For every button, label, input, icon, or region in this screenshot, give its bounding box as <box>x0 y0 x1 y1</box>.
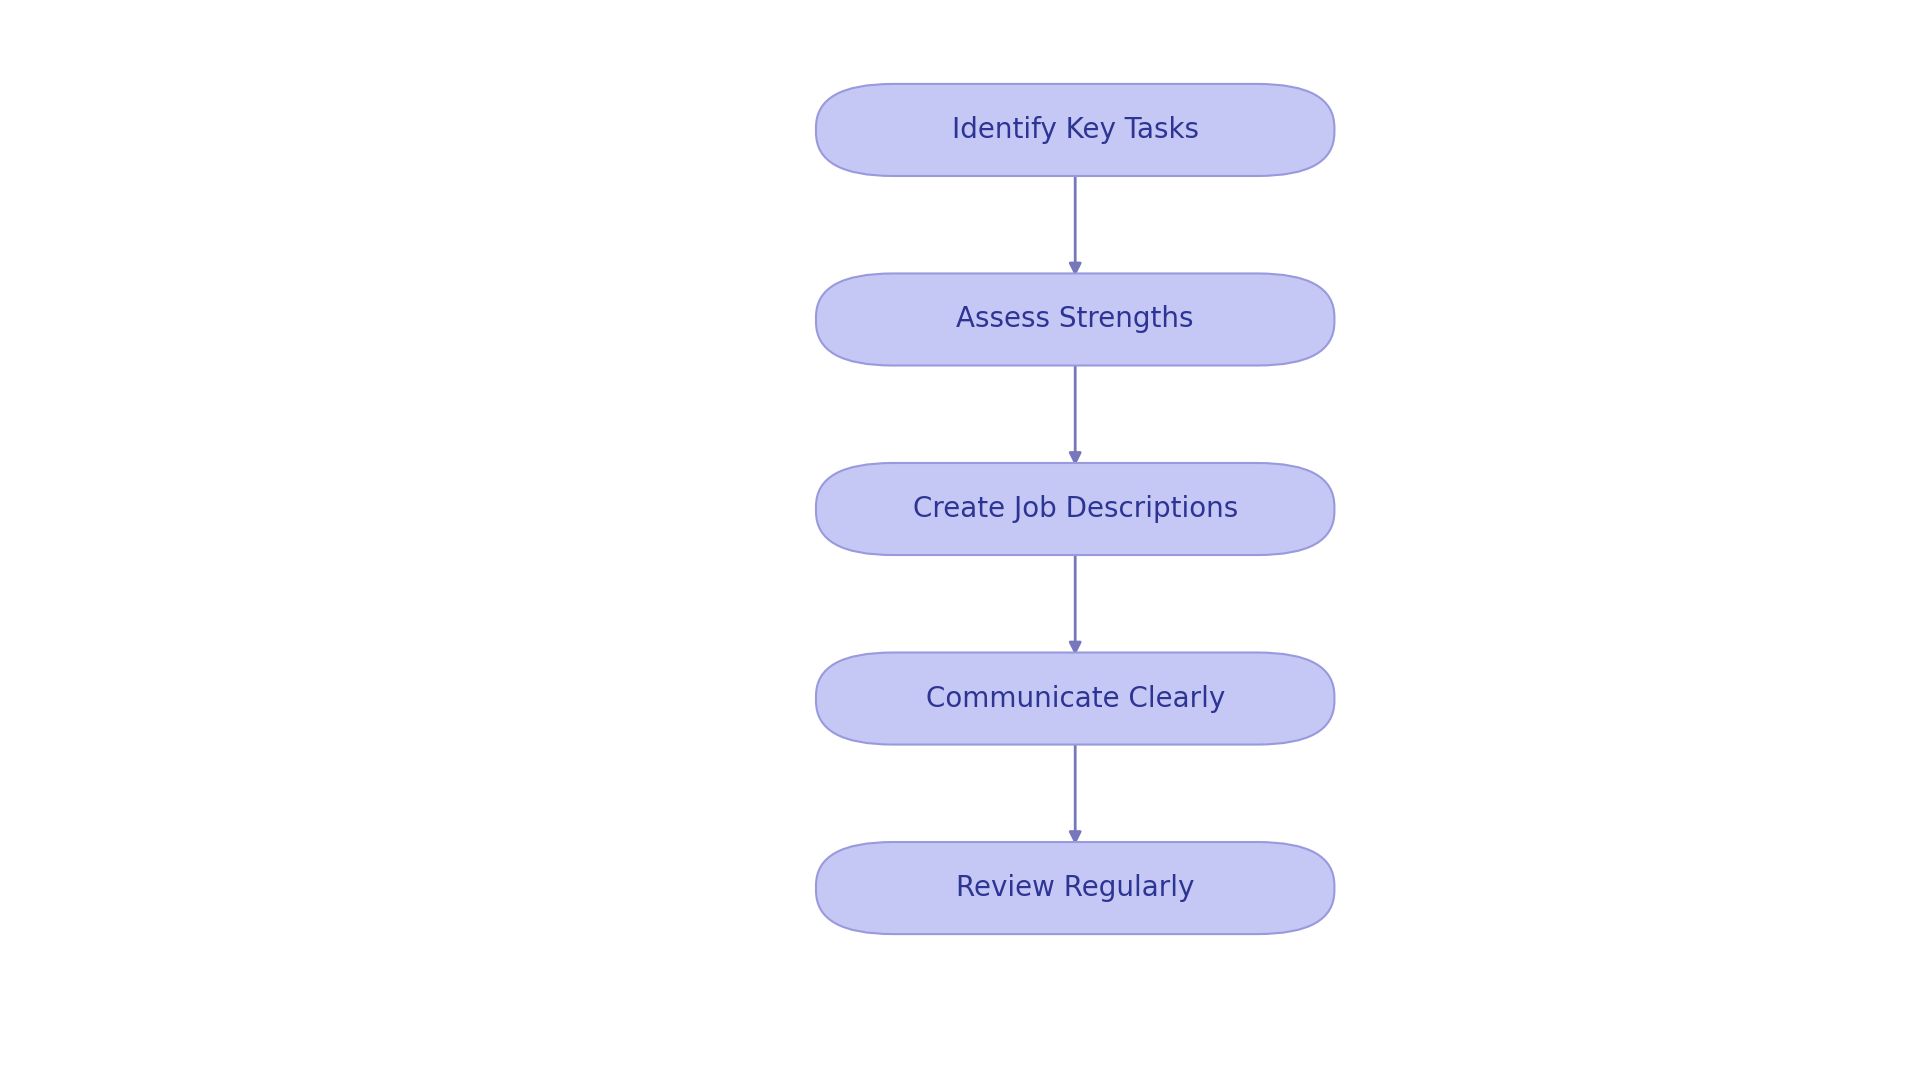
Text: Create Job Descriptions: Create Job Descriptions <box>912 495 1238 523</box>
FancyBboxPatch shape <box>816 843 1334 934</box>
FancyBboxPatch shape <box>816 652 1334 744</box>
Text: Identify Key Tasks: Identify Key Tasks <box>952 116 1198 144</box>
Text: Review Regularly: Review Regularly <box>956 874 1194 902</box>
Text: Communicate Clearly: Communicate Clearly <box>925 684 1225 713</box>
FancyBboxPatch shape <box>816 464 1334 554</box>
FancyBboxPatch shape <box>816 84 1334 175</box>
FancyBboxPatch shape <box>816 274 1334 365</box>
Text: Assess Strengths: Assess Strengths <box>956 305 1194 334</box>
